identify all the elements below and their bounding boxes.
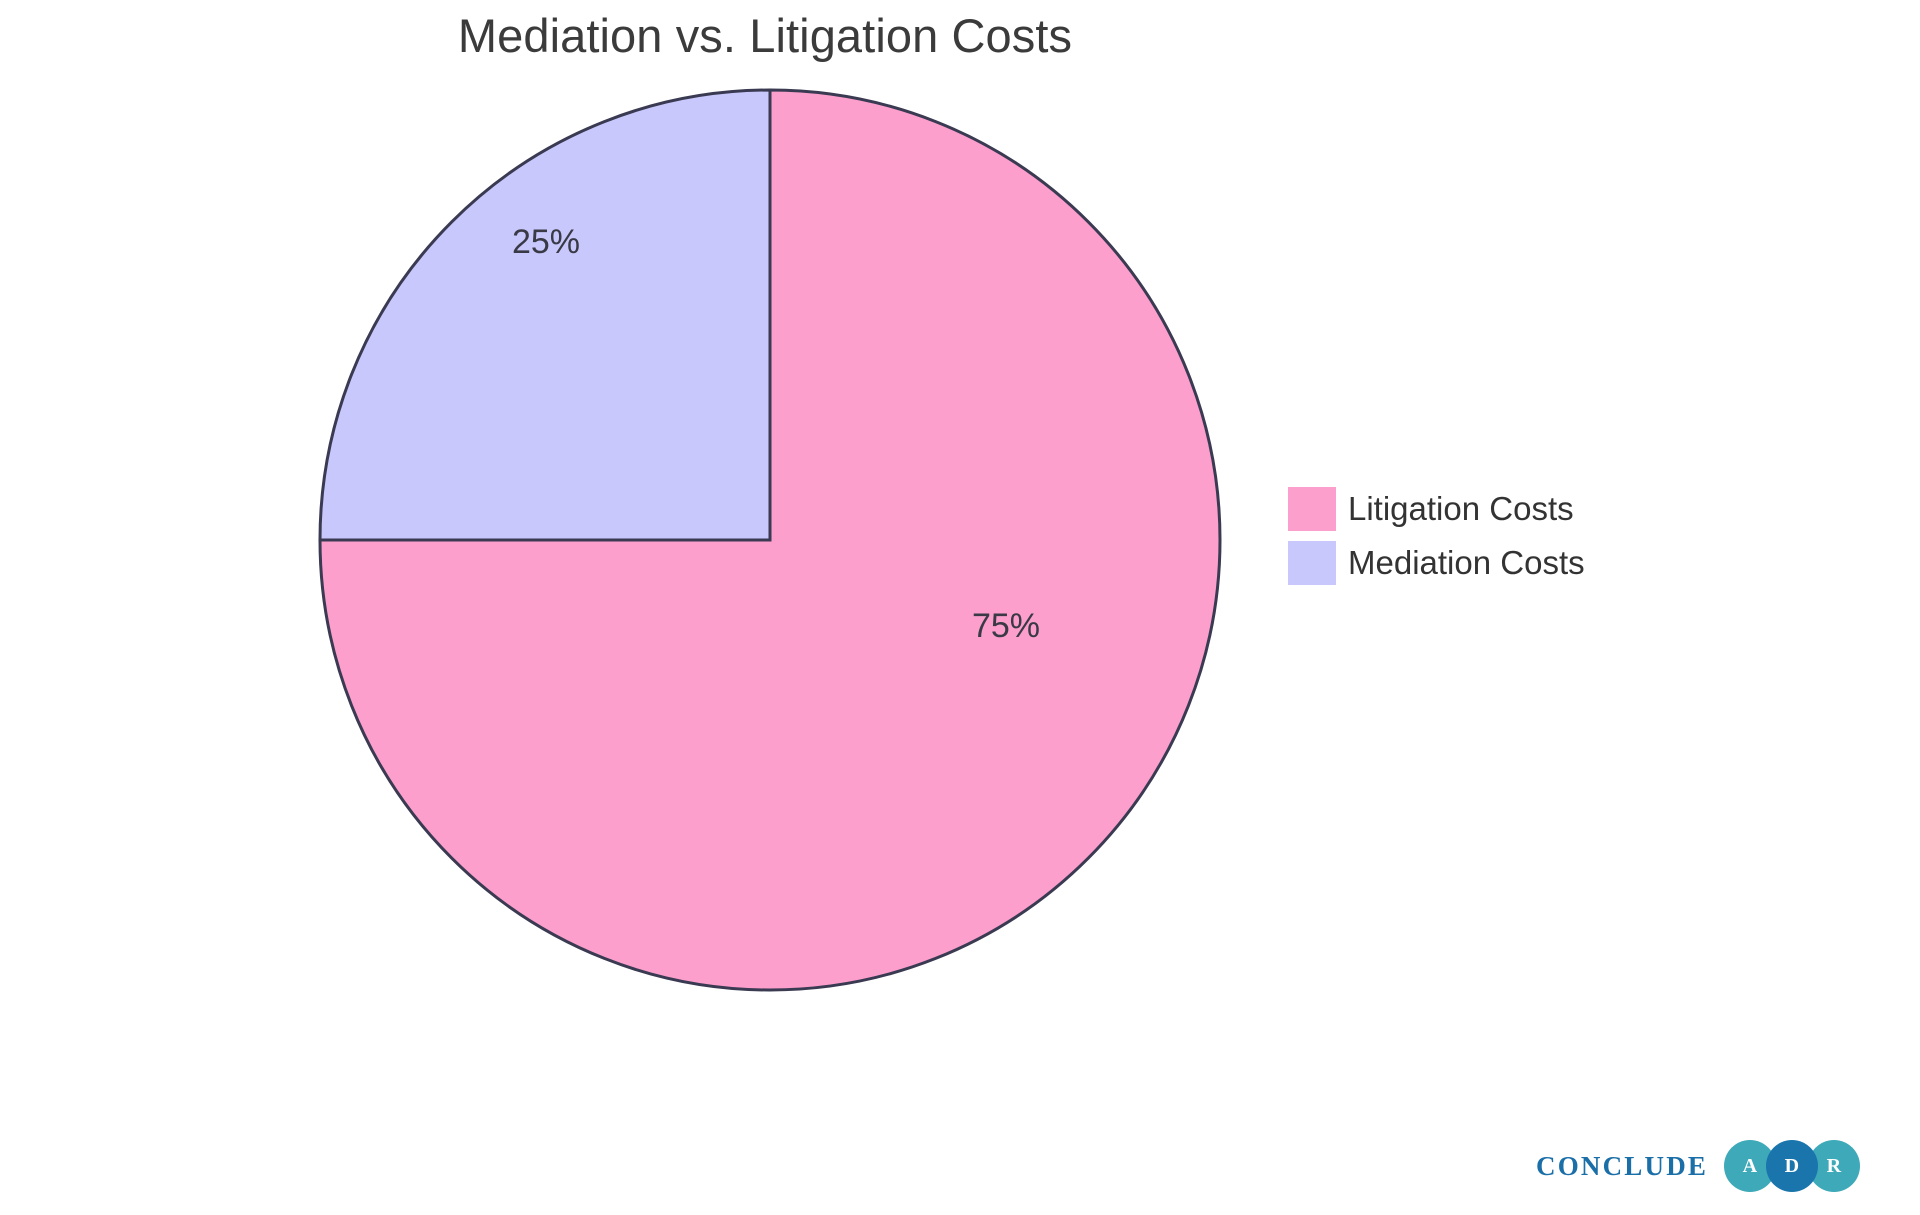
chart-legend: Litigation Costs Mediation Costs — [1288, 486, 1585, 586]
logo-circle-d: D — [1766, 1140, 1819, 1192]
legend-swatch-mediation-costs — [1288, 541, 1336, 585]
brand-logo: CONCLUDE A D R — [1536, 1138, 1864, 1194]
legend-label-mediation-costs: Mediation Costs — [1348, 544, 1585, 581]
pie-slice-label-litigation-costs: 75% — [972, 607, 1040, 645]
pie-chart: 25% 75% — [318, 88, 1222, 992]
logo-circles: A D R — [1724, 1140, 1864, 1192]
logo-circle-r: R — [1808, 1140, 1861, 1192]
legend-item-mediation-costs[interactable]: Mediation Costs — [1288, 540, 1585, 586]
logo-wordmark: CONCLUDE — [1536, 1150, 1709, 1181]
legend-label-litigation-costs: Litigation Costs — [1348, 490, 1574, 527]
pie-slice-mediation-costs[interactable] — [318, 88, 772, 542]
pie-slice-label-mediation-costs: 25% — [512, 223, 580, 261]
page-title: Mediation vs. Litigation Costs — [457, 9, 1073, 62]
legend-swatch-litigation-costs — [1288, 487, 1336, 531]
legend-item-litigation-costs[interactable]: Litigation Costs — [1288, 486, 1585, 532]
pie-chart-svg: 25% 75% — [318, 88, 1222, 992]
